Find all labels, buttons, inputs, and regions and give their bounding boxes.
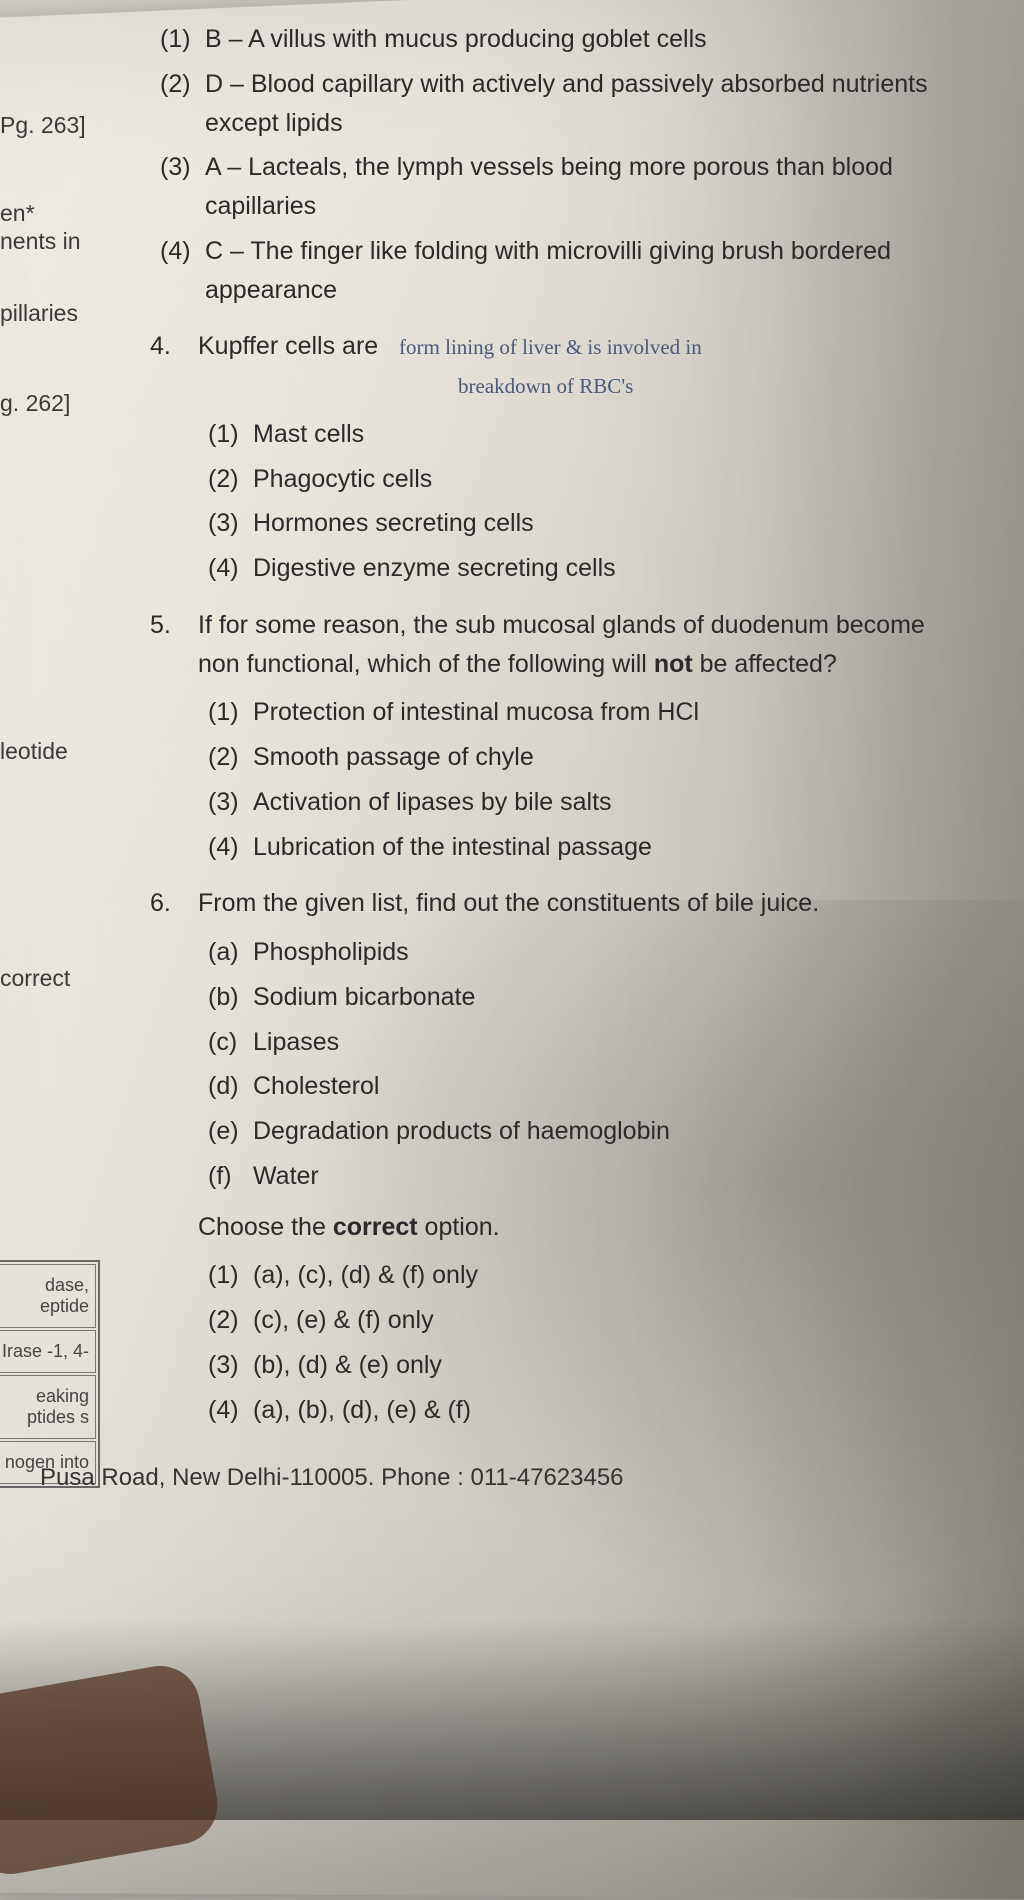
item-letter: (c): [198, 1023, 253, 1062]
choose-label: Choose the correct option.: [198, 1208, 970, 1247]
option: (1)Protection of intestinal mucosa from …: [198, 693, 970, 732]
opt-num: (2): [198, 1301, 253, 1340]
option: (2)(c), (e) & (f) only: [198, 1301, 970, 1340]
q-text: From the given list, find out the consti…: [198, 884, 970, 923]
item-text: Phospholipids: [253, 933, 970, 972]
item-text: Water: [253, 1157, 970, 1196]
item-letter: (a): [198, 933, 253, 972]
opt-num: (1): [150, 20, 205, 59]
opt-text: (b), (d) & (e) only: [253, 1346, 970, 1385]
list-item: (e)Degradation products of haemoglobin: [198, 1112, 970, 1151]
item-text: Lipases: [253, 1023, 970, 1062]
opt-text: Mast cells: [253, 415, 970, 454]
opt-text: A – Lacteals, the lymph vessels being mo…: [205, 148, 970, 226]
q-text: Kupffer cells are form lining of liver &…: [198, 327, 970, 405]
handwritten-note: form lining of liver & is involved in: [399, 335, 702, 359]
opt-num: (2): [198, 460, 253, 499]
opt-text: (a), (c), (d) & (f) only: [253, 1256, 970, 1295]
q4-options: (1)Mast cells (2)Phagocytic cells (3)Hor…: [198, 415, 970, 588]
item-letter: (d): [198, 1067, 253, 1106]
opt-num: (3): [150, 148, 205, 226]
list-item: (d)Cholesterol: [198, 1067, 970, 1106]
option: (3)Hormones secreting cells: [198, 504, 970, 543]
q-text: If for some reason, the sub mucosal glan…: [198, 606, 970, 684]
option: (4) C – The finger like folding with mic…: [150, 232, 970, 310]
item-text: Cholesterol: [253, 1067, 970, 1106]
choose-text: Choose the correct option.: [198, 1213, 500, 1241]
opt-num: (4): [198, 828, 253, 867]
item-letter: (b): [198, 978, 253, 1017]
footer-address: Pusa Road, New Delhi-110005. Phone : 011…: [10, 1459, 984, 1496]
list-item: (a)Phospholipids: [198, 933, 970, 972]
question-5: 5. If for some reason, the sub mucosal g…: [150, 606, 970, 684]
opt-num: (4): [150, 232, 205, 310]
opt-text: Digestive enzyme secreting cells: [253, 549, 970, 588]
opt-text: (c), (e) & (f) only: [253, 1301, 970, 1340]
option: (2) D – Blood capillary with actively an…: [150, 65, 970, 143]
q3-options: (1) B – A villus with mucus producing go…: [150, 20, 970, 309]
opt-text: Hormones secreting cells: [253, 504, 970, 543]
opt-text: Lubrication of the intestinal passage: [253, 828, 970, 867]
item-letter: (f): [198, 1157, 253, 1196]
opt-text: C – The finger like folding with microvi…: [205, 232, 970, 310]
handwritten-note: breakdown of RBC's: [458, 374, 633, 398]
option: (1)Mast cells: [198, 415, 970, 454]
opt-text: B – A villus with mucus producing goblet…: [205, 20, 970, 59]
option: (3)Activation of lipases by bile salts: [198, 783, 970, 822]
opt-num: (1): [198, 415, 253, 454]
opt-text: D – Blood capillary with actively and pa…: [205, 65, 970, 143]
q4-stem: Kupffer cells are: [198, 332, 378, 360]
opt-num: (3): [198, 1346, 253, 1385]
list-item: (c)Lipases: [198, 1023, 970, 1062]
opt-num: (3): [198, 504, 253, 543]
option: (1)(a), (c), (d) & (f) only: [198, 1256, 970, 1295]
item-letter: (e): [198, 1112, 253, 1151]
option: (3) A – Lacteals, the lymph vessels bein…: [150, 148, 970, 226]
opt-num: (4): [198, 1391, 253, 1430]
list-item: (f)Water: [198, 1157, 970, 1196]
opt-text: Protection of intestinal mucosa from HCl: [253, 693, 970, 732]
opt-num: (3): [198, 783, 253, 822]
q6-items: (a)Phospholipids (b)Sodium bicarbonate (…: [198, 933, 970, 1196]
list-item: (b)Sodium bicarbonate: [198, 978, 970, 1017]
option: (3)(b), (d) & (e) only: [198, 1346, 970, 1385]
opt-text: Activation of lipases by bile salts: [253, 783, 970, 822]
question-4: 4. Kupffer cells are form lining of live…: [150, 327, 970, 405]
opt-text: Phagocytic cells: [253, 460, 970, 499]
question-6: 6. From the given list, find out the con…: [150, 884, 970, 923]
item-text: Degradation products of haemoglobin: [253, 1112, 970, 1151]
option: (4)Lubrication of the intestinal passage: [198, 828, 970, 867]
item-text: Sodium bicarbonate: [253, 978, 970, 1017]
opt-num: (1): [198, 1256, 253, 1295]
q-num: 4.: [150, 327, 198, 405]
opt-num: (4): [198, 549, 253, 588]
option: (2)Phagocytic cells: [198, 460, 970, 499]
opt-num: (2): [150, 65, 205, 143]
opt-num: (2): [198, 738, 253, 777]
option: (1) B – A villus with mucus producing go…: [150, 20, 970, 59]
q6-options: (1)(a), (c), (d) & (f) only (2)(c), (e) …: [198, 1256, 970, 1429]
opt-text: (a), (b), (d), (e) & (f): [253, 1391, 970, 1430]
opt-num: (1): [198, 693, 253, 732]
q-num: 6.: [150, 884, 198, 923]
q5-options: (1)Protection of intestinal mucosa from …: [198, 693, 970, 866]
q-num: 5.: [150, 606, 198, 684]
option: (4)Digestive enzyme secreting cells: [198, 549, 970, 588]
option: (2)Smooth passage of chyle: [198, 738, 970, 777]
q5-stem: If for some reason, the sub mucosal glan…: [198, 611, 925, 678]
option: (4)(a), (b), (d), (e) & (f): [198, 1391, 970, 1430]
opt-text: Smooth passage of chyle: [253, 738, 970, 777]
